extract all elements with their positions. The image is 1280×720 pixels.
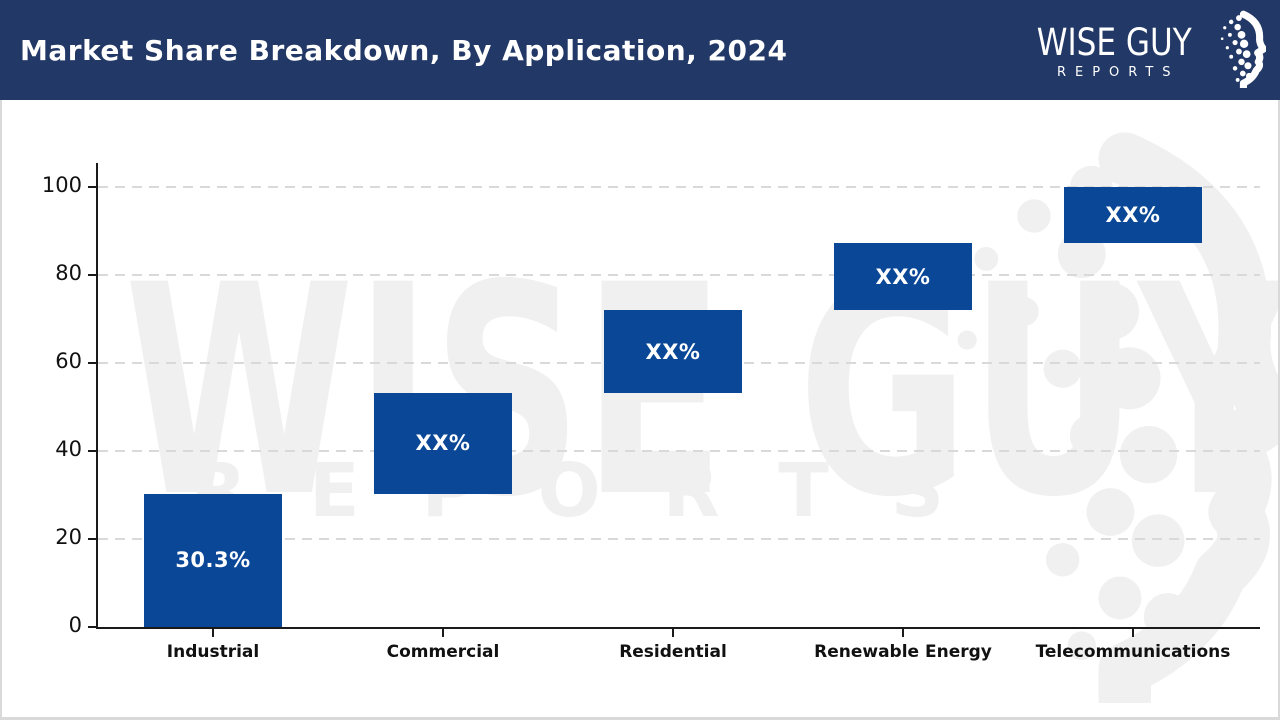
y-tick-label-80: 80 — [55, 261, 82, 285]
y-tick-mark-40 — [88, 450, 97, 452]
bar-renewable-energy: XX% — [834, 243, 972, 311]
gridline-20 — [98, 538, 1260, 540]
x-tick-mark-industrial — [212, 629, 214, 637]
wiseguy-head-icon — [1208, 10, 1266, 88]
y-tick-label-40: 40 — [55, 437, 82, 461]
y-tick-mark-0 — [88, 626, 97, 628]
x-tick-label-industrial: Industrial — [166, 642, 260, 662]
y-tick-mark-80 — [88, 274, 97, 276]
y-tick-mark-100 — [88, 186, 97, 188]
chart-area: 0 20 40 60 80 100 Industrial 30.3% Commercial XX%… — [2, 100, 1278, 717]
bar-label-commercial: XX% — [415, 431, 471, 456]
x-tick-label-telecommunications: Telecommunications — [1035, 642, 1231, 662]
page-title: Market Share Breakdown, By Application, … — [20, 33, 788, 67]
bar-commercial: XX% — [374, 392, 512, 494]
x-tick-mark-residential — [672, 629, 674, 637]
gridline-40 — [98, 450, 1260, 452]
x-tick-mark-telecommunications — [1132, 629, 1134, 637]
x-tick-label-residential: Residential — [619, 642, 727, 662]
y-tick-mark-20 — [88, 538, 97, 540]
bar-label-industrial: 30.3% — [175, 548, 251, 573]
x-axis-line — [96, 627, 1260, 629]
x-tick-label-renewable-energy: Renewable Energy — [814, 642, 992, 662]
y-tick-label-100: 100 — [41, 173, 82, 197]
x-tick-label-commercial: Commercial — [386, 642, 500, 662]
bar-industrial: 30.3% — [144, 493, 282, 627]
y-axis-line — [96, 163, 98, 629]
logo-wordmark: WISE GUY — [1036, 21, 1192, 64]
x-tick-mark-renewable-energy — [902, 629, 904, 637]
brand-logo: WISE GUY REPORTS — [1022, 10, 1266, 88]
bar-residential: XX% — [604, 310, 742, 393]
y-tick-label-0: 0 — [68, 613, 82, 637]
bar-telecommunications: XX% — [1064, 187, 1202, 244]
y-tick-label-20: 20 — [55, 525, 82, 549]
bar-label-telecommunications: XX% — [1105, 203, 1161, 228]
bar-label-renewable-energy: XX% — [875, 264, 931, 289]
chart-canvas: WISE GUY REPORTS 020406080100Industrial3… — [0, 100, 1280, 720]
y-tick-label-60: 60 — [55, 349, 82, 373]
y-tick-mark-60 — [88, 362, 97, 364]
brand-logo-text: WISE GUY REPORTS — [1022, 24, 1206, 80]
x-tick-mark-commercial — [442, 629, 444, 637]
header: Market Share Breakdown, By Application, … — [0, 0, 1280, 100]
gridline-80 — [98, 274, 1260, 276]
logo-subtitle: REPORTS — [1056, 65, 1180, 80]
gridline-100 — [98, 186, 1260, 188]
bar-label-residential: XX% — [645, 339, 701, 364]
